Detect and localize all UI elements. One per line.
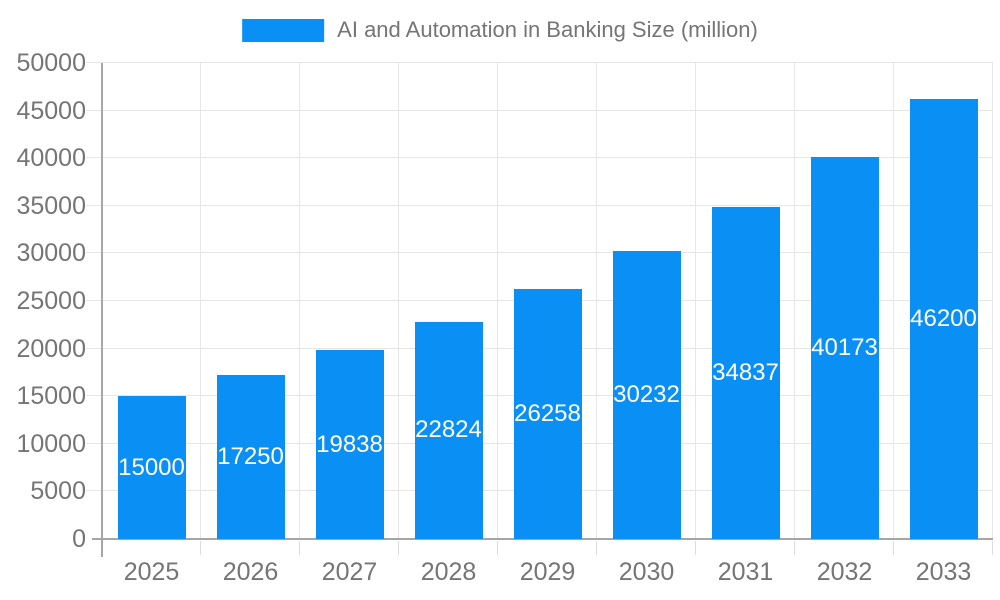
y-axis-line xyxy=(101,63,103,557)
bar-value-label: 40173 xyxy=(811,333,878,361)
x-axis-tick xyxy=(200,541,201,555)
gridline-vertical xyxy=(398,63,399,539)
y-axis-label: 25000 xyxy=(16,287,86,315)
bar-value-label: 22824 xyxy=(415,416,482,444)
gridline-vertical xyxy=(299,63,300,539)
legend: AI and Automation in Banking Size (milli… xyxy=(242,17,758,43)
x-axis-label: 2029 xyxy=(519,558,576,586)
gridline-vertical xyxy=(794,63,795,539)
gridline-horizontal xyxy=(102,157,993,159)
y-axis-label: 20000 xyxy=(16,334,86,363)
y-axis-tick xyxy=(86,204,102,206)
x-axis-tick xyxy=(992,541,993,555)
gridline-horizontal xyxy=(102,204,993,206)
x-axis-tick xyxy=(596,541,597,555)
x-axis-label: 2030 xyxy=(618,558,675,586)
bar-value-label: 34837 xyxy=(712,359,779,387)
y-axis-label: 0 xyxy=(72,525,86,553)
bar[interactable] xyxy=(117,396,186,539)
bar[interactable] xyxy=(612,251,681,539)
gridline-horizontal xyxy=(102,252,993,254)
x-axis-label: 2025 xyxy=(123,558,180,586)
x-axis-label: 2028 xyxy=(420,558,477,586)
gridline-vertical xyxy=(695,63,696,539)
gridline-horizontal xyxy=(102,109,993,111)
bar[interactable] xyxy=(315,350,384,539)
bar-value-label: 15000 xyxy=(118,453,185,481)
x-axis-label: 2033 xyxy=(915,558,972,586)
y-axis-label: 30000 xyxy=(16,239,86,268)
gridline-horizontal xyxy=(102,62,993,63)
bar-value-label: 17250 xyxy=(217,442,284,470)
gridline-vertical xyxy=(893,63,894,539)
y-axis-tick xyxy=(86,252,102,254)
x-axis-label: 2031 xyxy=(717,558,774,586)
bar[interactable] xyxy=(216,374,285,539)
x-axis-tick xyxy=(893,541,894,555)
y-axis-tick xyxy=(86,442,102,444)
gridline-vertical xyxy=(497,63,498,539)
x-axis-label: 2026 xyxy=(222,558,279,586)
y-axis-label: 5000 xyxy=(30,477,86,506)
x-axis-tick xyxy=(398,541,399,555)
x-axis-line xyxy=(92,538,993,540)
y-axis-tick xyxy=(86,62,102,63)
gridline-vertical xyxy=(992,63,993,539)
x-axis-tick xyxy=(497,541,498,555)
y-axis-label: 45000 xyxy=(16,96,86,125)
x-axis-tick xyxy=(299,541,300,555)
bar[interactable] xyxy=(909,99,978,539)
y-axis-label: 35000 xyxy=(16,191,86,220)
y-axis-label: 50000 xyxy=(16,49,86,77)
y-axis-label: 10000 xyxy=(16,429,86,458)
x-axis-tick xyxy=(695,541,696,555)
legend-label: AI and Automation in Banking Size (milli… xyxy=(337,17,758,42)
x-axis-label: 2027 xyxy=(321,558,378,586)
x-axis-tick xyxy=(794,541,795,555)
y-axis-tick xyxy=(86,157,102,159)
y-axis-tick xyxy=(86,300,102,301)
y-axis-tick xyxy=(86,395,102,397)
bar[interactable] xyxy=(810,156,879,539)
y-axis-label: 15000 xyxy=(16,382,86,411)
y-axis-tick xyxy=(86,490,102,492)
y-axis-tick xyxy=(86,109,102,111)
y-axis-label: 40000 xyxy=(16,144,86,173)
bar[interactable] xyxy=(711,207,780,539)
bar[interactable] xyxy=(513,289,582,539)
bar-value-label: 46200 xyxy=(910,305,977,333)
legend-swatch xyxy=(242,18,325,42)
bar-value-label: 30232 xyxy=(613,381,680,409)
y-axis-tick xyxy=(86,347,102,349)
gridline-vertical xyxy=(596,63,597,539)
bar[interactable] xyxy=(414,321,483,539)
bar-value-label: 19838 xyxy=(316,430,383,458)
bar-value-label: 26258 xyxy=(514,400,581,427)
gridline-vertical xyxy=(200,63,201,539)
x-axis-label: 2032 xyxy=(816,558,873,586)
